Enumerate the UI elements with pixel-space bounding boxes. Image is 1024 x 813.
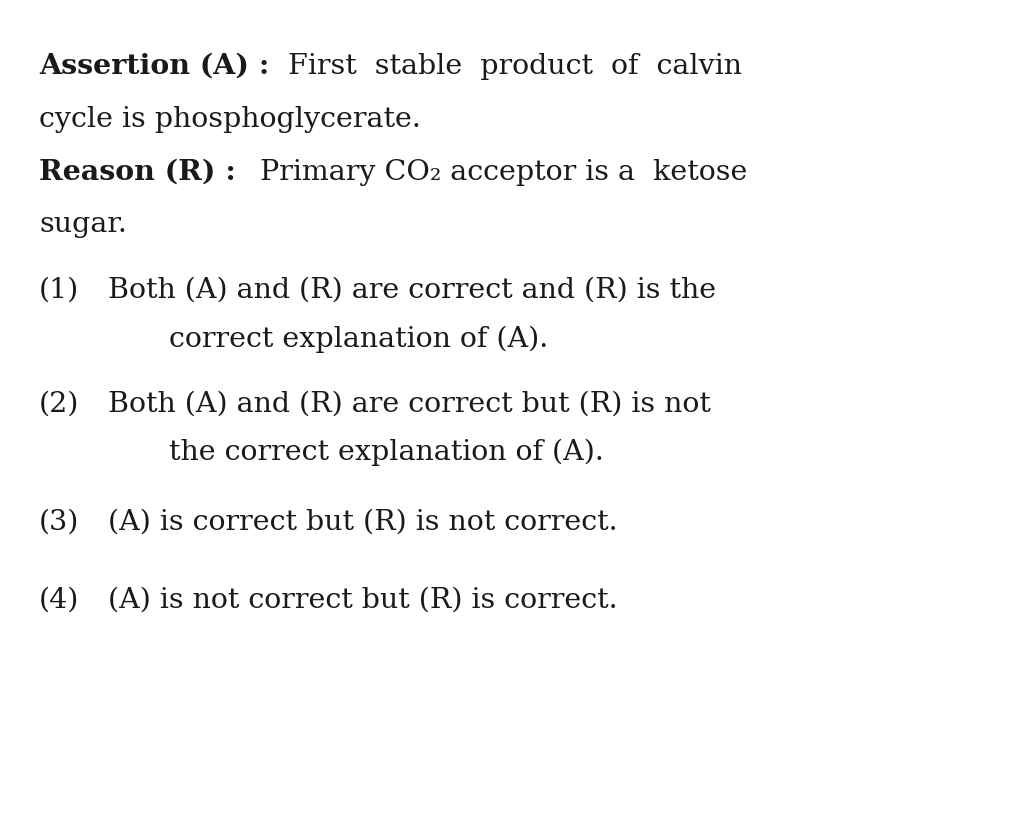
Text: (4): (4) [39,587,79,614]
Text: (A) is correct but (R) is not correct.: (A) is correct but (R) is not correct. [108,508,617,535]
Text: Primary CO₂ acceptor is a  ketose: Primary CO₂ acceptor is a ketose [251,159,748,185]
Text: First  stable  product  of  calvin: First stable product of calvin [279,53,741,80]
Text: Reason (R) :: Reason (R) : [39,159,236,185]
Text: (1): (1) [39,276,79,303]
Text: Both (A) and (R) are correct but (R) is not: Both (A) and (R) are correct but (R) is … [108,390,711,417]
Text: (2): (2) [39,390,79,417]
Text: Assertion (A) :: Assertion (A) : [39,53,269,80]
Text: the correct explanation of (A).: the correct explanation of (A). [169,439,604,467]
Text: correct explanation of (A).: correct explanation of (A). [169,325,548,353]
Text: sugar.: sugar. [39,211,127,238]
Text: Both (A) and (R) are correct and (R) is the: Both (A) and (R) are correct and (R) is … [108,276,716,303]
Text: (A) is not correct but (R) is correct.: (A) is not correct but (R) is correct. [108,587,617,614]
Text: cycle is phosphoglycerate.: cycle is phosphoglycerate. [39,106,421,133]
Text: (3): (3) [39,508,79,535]
